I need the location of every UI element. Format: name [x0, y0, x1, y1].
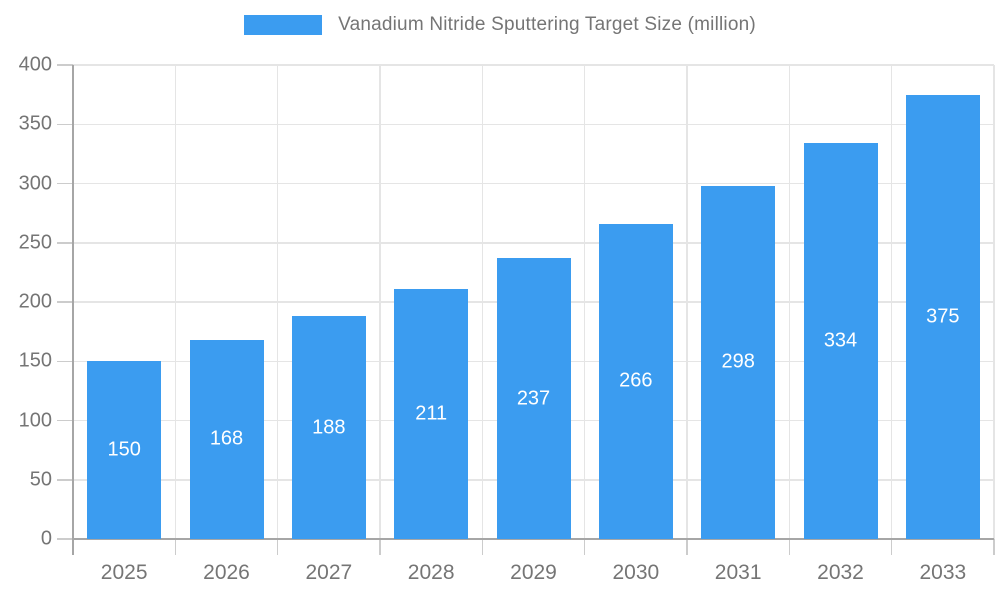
- x-axis-line: [73, 538, 994, 540]
- x-tick-label: 2025: [100, 561, 148, 584]
- x-gridline: [174, 65, 177, 539]
- bar-2026[interactable]: [189, 339, 264, 539]
- x-axis-tick: [890, 539, 893, 555]
- bar-value-label: 237: [516, 387, 551, 410]
- bar-value-label: 211: [415, 402, 448, 425]
- y-tick-label: 100: [18, 409, 52, 431]
- y-axis-tick: [57, 242, 73, 244]
- y-axis-tick: [57, 182, 73, 185]
- x-gridline: [583, 65, 586, 539]
- chart-legend[interactable]: Vanadium Nitride Sputtering Target Size …: [0, 14, 1000, 36]
- y-axis-tick: [57, 538, 73, 540]
- x-gridline: [686, 65, 688, 539]
- y-gridline: [73, 64, 994, 66]
- x-axis-tick: [276, 539, 279, 555]
- x-gridline: [993, 65, 995, 539]
- x-tick-label: 2026: [203, 561, 250, 584]
- x-tick-label: 2028: [407, 561, 455, 584]
- y-gridline: [73, 242, 994, 244]
- bar-value-label: 334: [823, 329, 858, 352]
- x-tick-label: 2031: [714, 561, 762, 584]
- y-gridline: [73, 182, 994, 185]
- x-gridline: [481, 65, 484, 539]
- x-axis-tick: [174, 539, 177, 555]
- x-tick-label: 2030: [612, 561, 660, 584]
- bar-value-label: 266: [619, 369, 653, 392]
- bar-2027[interactable]: [291, 316, 366, 539]
- x-tick-label: 2033: [919, 561, 967, 584]
- bar-2031[interactable]: [701, 185, 776, 539]
- bar-value-label: 150: [107, 438, 141, 461]
- bar-value-label: 188: [312, 416, 346, 439]
- x-tick-label: 2027: [305, 561, 353, 584]
- y-gridline: [73, 123, 994, 125]
- x-gridline: [276, 65, 279, 539]
- y-axis-tick: [57, 64, 73, 66]
- bar-2028[interactable]: [394, 288, 469, 539]
- x-tick-label: 2032: [817, 561, 864, 584]
- bar-2025[interactable]: [87, 361, 162, 539]
- x-gridline: [379, 65, 381, 539]
- bar-2030[interactable]: [598, 223, 673, 539]
- y-axis-tick: [57, 479, 73, 481]
- x-gridline: [788, 65, 791, 539]
- legend-label: Vanadium Nitride Sputtering Target Size …: [338, 14, 756, 35]
- y-tick-label: 0: [40, 527, 52, 550]
- legend-swatch-icon: [244, 15, 323, 35]
- bar-2032[interactable]: [803, 143, 878, 539]
- x-axis-tick: [379, 539, 381, 555]
- bar-2033[interactable]: [905, 94, 980, 539]
- y-tick-label: 400: [18, 53, 52, 76]
- bar-value-label: 298: [721, 350, 755, 373]
- bar-value-label: 375: [926, 305, 960, 328]
- y-axis-line: [72, 65, 74, 555]
- bar-value-label: 168: [209, 427, 244, 450]
- y-tick-label: 150: [18, 349, 52, 372]
- y-tick-label: 350: [18, 112, 52, 135]
- y-axis-tick: [57, 360, 73, 362]
- bar-2029[interactable]: [496, 258, 571, 539]
- y-tick-label: 200: [18, 290, 52, 313]
- x-tick-label: 2029: [510, 561, 557, 584]
- y-axis-tick: [57, 419, 73, 422]
- y-axis-tick: [57, 301, 73, 303]
- y-tick-label: 50: [29, 468, 52, 491]
- y-tick-label: 300: [18, 172, 52, 194]
- x-gridline: [890, 65, 893, 539]
- y-axis-tick: [57, 123, 73, 125]
- x-axis-tick: [788, 539, 791, 555]
- x-axis-tick: [686, 539, 688, 555]
- x-axis-tick: [583, 539, 586, 555]
- x-axis-tick: [481, 539, 484, 555]
- y-tick-label: 250: [18, 231, 52, 254]
- x-axis-tick: [993, 539, 995, 555]
